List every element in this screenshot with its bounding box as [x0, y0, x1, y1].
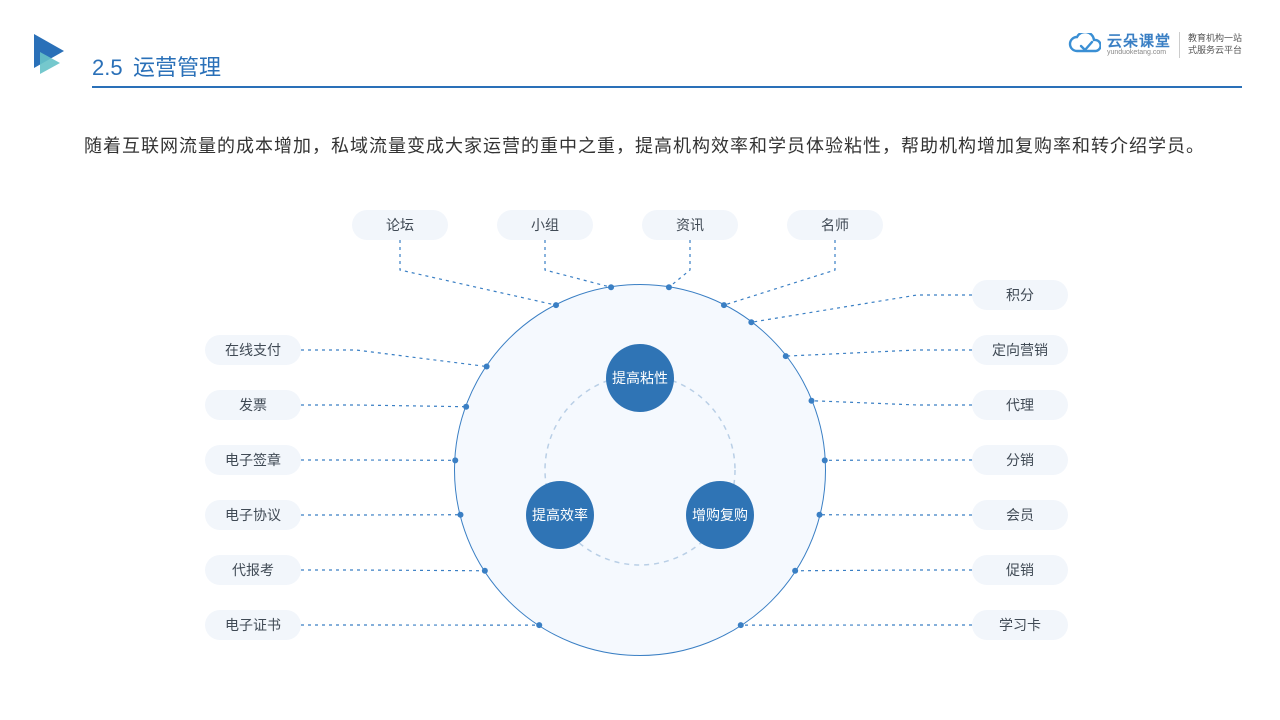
pill-study-card: 学习卡: [972, 610, 1068, 640]
pill-targeted: 定向营销: [972, 335, 1068, 365]
pill-e-sign: 电子签章: [205, 445, 301, 475]
pill-member: 会员: [972, 500, 1068, 530]
pill-e-cert: 电子证书: [205, 610, 301, 640]
hub-efficiency: 提高效率: [526, 481, 594, 549]
pill-forum: 论坛: [352, 210, 448, 240]
pill-agent: 代理: [972, 390, 1068, 420]
pill-distribution: 分销: [972, 445, 1068, 475]
pill-promo: 促销: [972, 555, 1068, 585]
pill-invoice: 发票: [205, 390, 301, 420]
pill-e-contract: 电子协议: [205, 500, 301, 530]
hub-repurchase: 增购复购: [686, 481, 754, 549]
operations-diagram: 提高粘性提高效率 增购复购 论坛 小组 资讯 名师在线支付发票电子签章电子协议代报考电子证…: [0, 0, 1280, 720]
pill-news: 资讯: [642, 210, 738, 240]
slide: 2.5 运营管理 云朵课堂 yunduoketang.com 教育机构一站 式服…: [0, 0, 1280, 720]
pill-points: 积分: [972, 280, 1068, 310]
pill-group: 小组: [497, 210, 593, 240]
hub-stickiness: 提高粘性: [606, 344, 674, 412]
pill-online-pay: 在线支付: [205, 335, 301, 365]
pill-teacher: 名师: [787, 210, 883, 240]
outer-circle: [454, 284, 826, 656]
pill-proxy-exam: 代报考: [205, 555, 301, 585]
